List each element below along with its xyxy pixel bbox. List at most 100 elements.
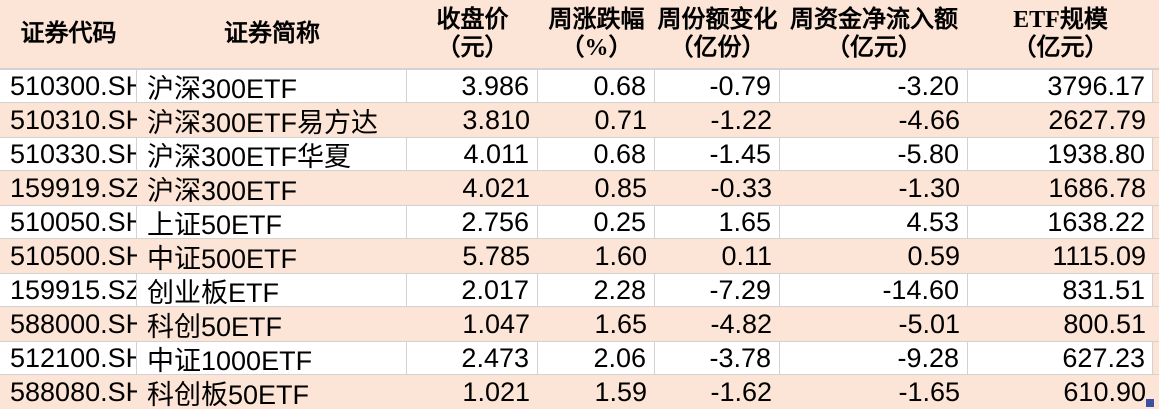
- cell-week_chg[interactable]: 1.65: [594, 308, 647, 339]
- header-cell-close[interactable]: 收盘价 （元）: [407, 0, 538, 68]
- cell-share_chg[interactable]: -1.45: [655, 138, 780, 170]
- cell-name[interactable]: 沪深300ETF: [137, 70, 407, 102]
- cell-code[interactable]: 512100.SH: [0, 342, 137, 374]
- cell-name[interactable]: 上证50ETF: [137, 206, 407, 238]
- header-label: ETF规模: [1013, 7, 1108, 33]
- header-cell-aum[interactable]: ETF规模 （亿元）: [968, 0, 1153, 68]
- cell-week_chg[interactable]: 2.28: [538, 274, 655, 306]
- right-edge-sliver: [1153, 274, 1159, 306]
- header-label: 证券简称: [224, 21, 320, 47]
- cell-aum[interactable]: 610.90: [1063, 376, 1146, 407]
- cell-aum[interactable]: 1686.78: [1048, 172, 1146, 203]
- right-edge-sliver: [1153, 171, 1159, 205]
- cell-close[interactable]: 4.021: [462, 172, 530, 203]
- header-label: 周份额变化: [657, 7, 778, 33]
- cell-name[interactable]: 科创板50ETF: [147, 379, 310, 409]
- cell-aum[interactable]: 800.51: [1063, 308, 1146, 339]
- selection-fill-handle-icon[interactable]: [1146, 399, 1154, 407]
- cell-code[interactable]: 159919.SZ: [10, 172, 137, 203]
- cell-name[interactable]: 中证1000ETF: [137, 342, 407, 374]
- cell-net_inflow[interactable]: -9.28: [780, 342, 968, 374]
- cell-net_inflow[interactable]: -1.65: [898, 376, 960, 407]
- table-row: 510300.SH 沪深300ETF 3.986 0.68 -0.79 -3.20 3796…: [0, 69, 1159, 103]
- table-row: 510330.SH 沪深300ETF华夏 4.011 0.68 -1.45 -5.80 19…: [0, 137, 1159, 171]
- cell-share_chg[interactable]: -0.79: [655, 70, 780, 102]
- cell-share_chg[interactable]: -4.82: [710, 308, 772, 339]
- cell-net_inflow[interactable]: -3.20: [780, 70, 968, 102]
- cell-net_inflow[interactable]: -4.66: [898, 104, 960, 135]
- header-unit: （亿份）: [669, 35, 766, 61]
- cell-aum[interactable]: 1938.80: [968, 138, 1153, 170]
- cell-close[interactable]: 5.785: [462, 240, 530, 271]
- header-cell-week_chg[interactable]: 周涨跌幅 （%）: [538, 0, 655, 68]
- cell-code[interactable]: 588000.SH: [10, 308, 137, 339]
- cell-week_chg[interactable]: 0.68: [538, 138, 655, 170]
- cell-week_chg[interactable]: 0.25: [538, 206, 655, 238]
- cell-share_chg[interactable]: 1.65: [655, 206, 780, 238]
- cell-aum[interactable]: 3796.17: [968, 70, 1153, 102]
- cell-close[interactable]: 4.011: [407, 138, 538, 170]
- cell-code[interactable]: 510500.SH: [10, 240, 137, 271]
- cell-net_inflow[interactable]: -5.01: [898, 308, 960, 339]
- cell-name[interactable]: 科创50ETF: [147, 311, 283, 342]
- cell-aum[interactable]: 1115.09: [1052, 240, 1146, 271]
- header-unit: （%）: [560, 35, 633, 61]
- cell-close[interactable]: 1.021: [462, 376, 530, 407]
- cell-share_chg[interactable]: -1.62: [710, 376, 772, 407]
- cell-name[interactable]: 中证500ETF: [147, 243, 298, 274]
- table-header: 证券代码 证券简称 收盘价 （元） 周涨跌幅 （%） 周份额变化 （亿份） 周资金净流入额 （亿元…: [0, 0, 1159, 69]
- header-unit: （元）: [436, 35, 509, 61]
- cell-net_inflow[interactable]: -14.60: [780, 274, 968, 306]
- header-cell-name[interactable]: 证券简称: [137, 0, 407, 68]
- cell-share_chg[interactable]: -3.78: [655, 342, 780, 374]
- cell-code[interactable]: 510330.SH: [0, 138, 137, 170]
- cell-name[interactable]: 沪深300ETF: [147, 175, 298, 206]
- cell-week_chg[interactable]: 0.85: [594, 172, 647, 203]
- cell-code[interactable]: 510310.SH: [10, 104, 137, 135]
- cell-code[interactable]: 510300.SH: [0, 70, 137, 102]
- cell-name[interactable]: 沪深300ETF易方达: [147, 107, 379, 138]
- header-cell-code[interactable]: 证券代码: [0, 0, 137, 68]
- cell-code[interactable]: 588080.SH: [10, 376, 137, 407]
- table-row: 510500.SH 中证500ETF 5.785 1.60 0.11 0.59 1115.0…: [0, 239, 1159, 273]
- header-label: 周涨跌幅: [548, 7, 645, 33]
- table-row: 159915.SZ 创业板ETF 2.017 2.28 -7.29 -14.60 831.5…: [0, 273, 1159, 307]
- cell-net_inflow[interactable]: -5.80: [780, 138, 968, 170]
- right-edge-sliver: [1153, 342, 1159, 374]
- cell-close[interactable]: 1.047: [462, 308, 530, 339]
- cell-week_chg[interactable]: 2.06: [538, 342, 655, 374]
- table-row: 588080.SH 科创板50ETF 1.021 1.59 -1.62 -1.65 610.…: [0, 375, 1159, 409]
- cell-net_inflow[interactable]: 4.53: [780, 206, 968, 238]
- cell-aum[interactable]: 2627.79: [1048, 104, 1146, 135]
- cell-week_chg[interactable]: 0.68: [538, 70, 655, 102]
- cell-close[interactable]: 2.017: [407, 274, 538, 306]
- cell-name[interactable]: 创业板ETF: [137, 274, 407, 306]
- cell-week_chg[interactable]: 1.59: [594, 376, 647, 407]
- cell-code[interactable]: 159915.SZ: [0, 274, 137, 306]
- cell-net_inflow[interactable]: -1.30: [898, 172, 960, 203]
- cell-close[interactable]: 2.756: [407, 206, 538, 238]
- cell-aum[interactable]: 831.51: [968, 274, 1153, 306]
- cell-code[interactable]: 510050.SH: [0, 206, 137, 238]
- cell-close[interactable]: 3.810: [462, 104, 530, 135]
- cell-share_chg[interactable]: -7.29: [655, 274, 780, 306]
- cell-week_chg[interactable]: 1.60: [594, 240, 647, 271]
- table-body: 510300.SH 沪深300ETF 3.986 0.68 -0.79 -3.20 3796…: [0, 69, 1159, 409]
- cell-share_chg[interactable]: -1.22: [710, 104, 772, 135]
- cell-aum[interactable]: 627.23: [968, 342, 1153, 374]
- header-cell-share_chg[interactable]: 周份额变化 （亿份）: [655, 0, 780, 68]
- cell-share_chg[interactable]: -0.33: [710, 172, 772, 203]
- cell-week_chg[interactable]: 0.71: [594, 104, 647, 135]
- table-row: 510310.SH 沪深300ETF易方达 3.810 0.71 -1.22 -4.66 2…: [0, 103, 1159, 137]
- header-unit: （亿元）: [826, 35, 922, 61]
- cell-close[interactable]: 3.986: [407, 70, 538, 102]
- cell-share_chg[interactable]: 0.11: [721, 240, 772, 271]
- cell-name[interactable]: 沪深300ETF华夏: [137, 138, 407, 170]
- cell-aum[interactable]: 1638.22: [968, 206, 1153, 238]
- right-edge-sliver: [1153, 375, 1159, 409]
- right-edge-sliver: [1153, 70, 1159, 102]
- table-row: 510050.SH 上证50ETF 2.756 0.25 1.65 4.53 1638.22: [0, 205, 1159, 239]
- cell-net_inflow[interactable]: 0.59: [907, 240, 960, 271]
- cell-close[interactable]: 2.473: [407, 342, 538, 374]
- header-cell-net_inflow[interactable]: 周资金净流入额 （亿元）: [780, 0, 968, 68]
